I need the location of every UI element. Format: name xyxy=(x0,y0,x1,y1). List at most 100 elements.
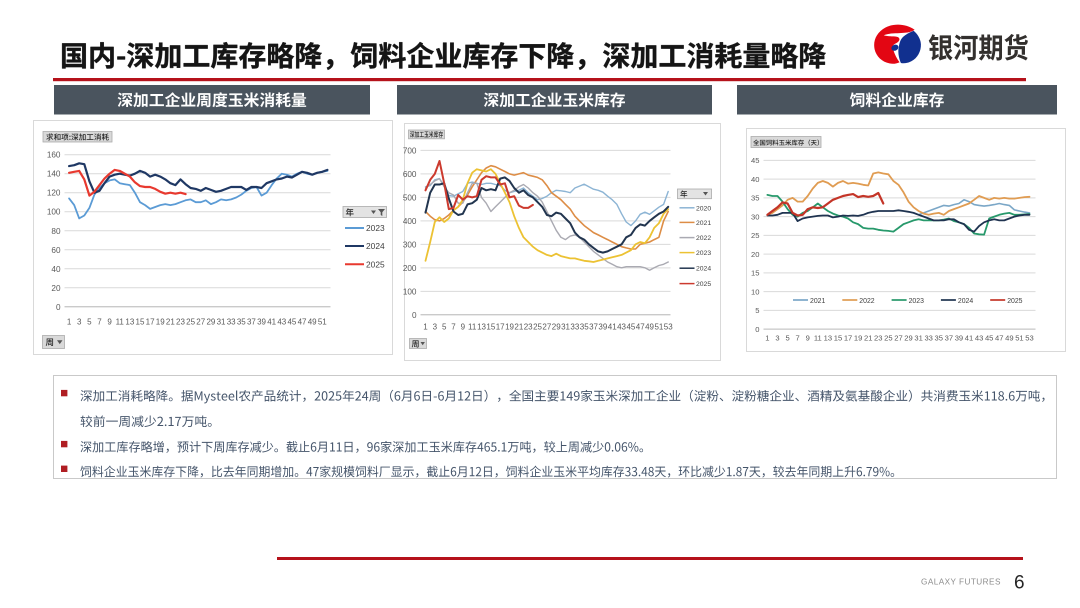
svg-text:600: 600 xyxy=(403,170,417,179)
svg-text:GALAXY FUTURES: GALAXY FUTURES xyxy=(921,578,1001,587)
svg-text:27: 27 xyxy=(542,322,551,331)
svg-text:2023: 2023 xyxy=(696,250,711,257)
svg-text:53: 53 xyxy=(664,322,673,331)
svg-text:5: 5 xyxy=(755,306,759,315)
svg-text:1: 1 xyxy=(765,334,769,343)
svg-text:19: 19 xyxy=(854,334,862,343)
svg-text:19: 19 xyxy=(505,322,514,331)
svg-text:45: 45 xyxy=(985,334,993,343)
svg-text:43: 43 xyxy=(277,318,286,327)
svg-text:35: 35 xyxy=(580,322,589,331)
svg-text:33: 33 xyxy=(227,318,236,327)
svg-text:200: 200 xyxy=(403,264,417,273)
svg-text:37: 37 xyxy=(247,318,256,327)
svg-text:37: 37 xyxy=(589,322,598,331)
svg-text:9: 9 xyxy=(107,318,112,327)
svg-text:31: 31 xyxy=(561,322,570,331)
svg-text:23: 23 xyxy=(524,322,533,331)
svg-text:41: 41 xyxy=(608,322,617,331)
svg-text:21: 21 xyxy=(864,334,872,343)
svg-text:43: 43 xyxy=(975,334,983,343)
svg-text:2023: 2023 xyxy=(909,298,924,305)
svg-text:45: 45 xyxy=(751,156,759,165)
svg-text:30: 30 xyxy=(751,212,759,221)
svg-text:17: 17 xyxy=(146,318,155,327)
svg-text:25: 25 xyxy=(884,334,892,343)
svg-text:21: 21 xyxy=(166,318,175,327)
svg-text:23: 23 xyxy=(874,334,882,343)
svg-text:35: 35 xyxy=(935,334,943,343)
svg-text:80: 80 xyxy=(51,227,61,236)
svg-text:27: 27 xyxy=(894,334,902,343)
svg-text:7: 7 xyxy=(451,322,456,331)
svg-text:2022: 2022 xyxy=(696,235,711,242)
svg-text:0: 0 xyxy=(412,311,417,320)
svg-text:60: 60 xyxy=(51,246,61,255)
svg-text:7: 7 xyxy=(97,318,102,327)
svg-text:0: 0 xyxy=(56,303,61,312)
svg-text:41: 41 xyxy=(267,318,276,327)
svg-text:3: 3 xyxy=(77,318,82,327)
svg-text:500: 500 xyxy=(403,193,417,202)
svg-text:2023: 2023 xyxy=(366,223,385,233)
svg-text:2022: 2022 xyxy=(859,298,874,305)
svg-text:2025: 2025 xyxy=(1007,298,1022,305)
svg-text:35: 35 xyxy=(751,194,759,203)
svg-text:2021: 2021 xyxy=(696,220,711,227)
svg-text:2024: 2024 xyxy=(958,298,973,305)
svg-text:31: 31 xyxy=(217,318,226,327)
svg-text:51: 51 xyxy=(1015,334,1023,343)
svg-text:2024: 2024 xyxy=(696,266,711,273)
svg-text:17: 17 xyxy=(496,322,505,331)
svg-text:10: 10 xyxy=(751,287,759,296)
svg-text:39: 39 xyxy=(598,322,607,331)
svg-text:11: 11 xyxy=(814,334,822,343)
svg-text:33: 33 xyxy=(924,334,932,343)
svg-text:700: 700 xyxy=(403,146,417,155)
svg-text:13: 13 xyxy=(477,322,486,331)
svg-text:17: 17 xyxy=(844,334,852,343)
svg-text:39: 39 xyxy=(955,334,963,343)
svg-text:9: 9 xyxy=(461,322,466,331)
svg-text:19: 19 xyxy=(156,318,165,327)
svg-text:400: 400 xyxy=(403,217,417,226)
svg-text:39: 39 xyxy=(257,318,266,327)
svg-text:49: 49 xyxy=(645,322,654,331)
svg-text:53: 53 xyxy=(1025,334,1033,343)
svg-text:20: 20 xyxy=(51,284,61,293)
svg-text:20: 20 xyxy=(751,250,759,259)
svg-text:100: 100 xyxy=(403,287,417,296)
svg-text:15: 15 xyxy=(751,269,759,278)
svg-text:2020: 2020 xyxy=(696,205,711,212)
svg-text:3: 3 xyxy=(433,322,438,331)
svg-text:25: 25 xyxy=(751,231,759,240)
svg-text:5: 5 xyxy=(87,318,92,327)
svg-text:9: 9 xyxy=(806,334,810,343)
svg-text:45: 45 xyxy=(626,322,635,331)
svg-text:140: 140 xyxy=(47,170,61,179)
svg-text:49: 49 xyxy=(1005,334,1013,343)
svg-text:0: 0 xyxy=(755,325,759,334)
svg-text:33: 33 xyxy=(570,322,579,331)
svg-text:300: 300 xyxy=(403,240,417,249)
svg-text:11: 11 xyxy=(116,318,125,327)
svg-text:13: 13 xyxy=(824,334,832,343)
svg-text:2025: 2025 xyxy=(696,281,711,288)
svg-text:27: 27 xyxy=(196,318,205,327)
svg-text:31: 31 xyxy=(914,334,922,343)
svg-text:160: 160 xyxy=(47,151,61,160)
svg-text:35: 35 xyxy=(237,318,246,327)
svg-text:51: 51 xyxy=(318,318,327,327)
svg-text:15: 15 xyxy=(486,322,495,331)
svg-text:13: 13 xyxy=(125,318,134,327)
svg-text:40: 40 xyxy=(51,265,61,274)
svg-text:29: 29 xyxy=(206,318,215,327)
svg-text:29: 29 xyxy=(552,322,561,331)
svg-text:120: 120 xyxy=(47,189,61,198)
svg-text:15: 15 xyxy=(834,334,842,343)
svg-text:47: 47 xyxy=(995,334,1003,343)
svg-text:5: 5 xyxy=(785,334,789,343)
svg-text:15: 15 xyxy=(136,318,145,327)
svg-text:40: 40 xyxy=(751,175,759,184)
svg-text:51: 51 xyxy=(654,322,663,331)
